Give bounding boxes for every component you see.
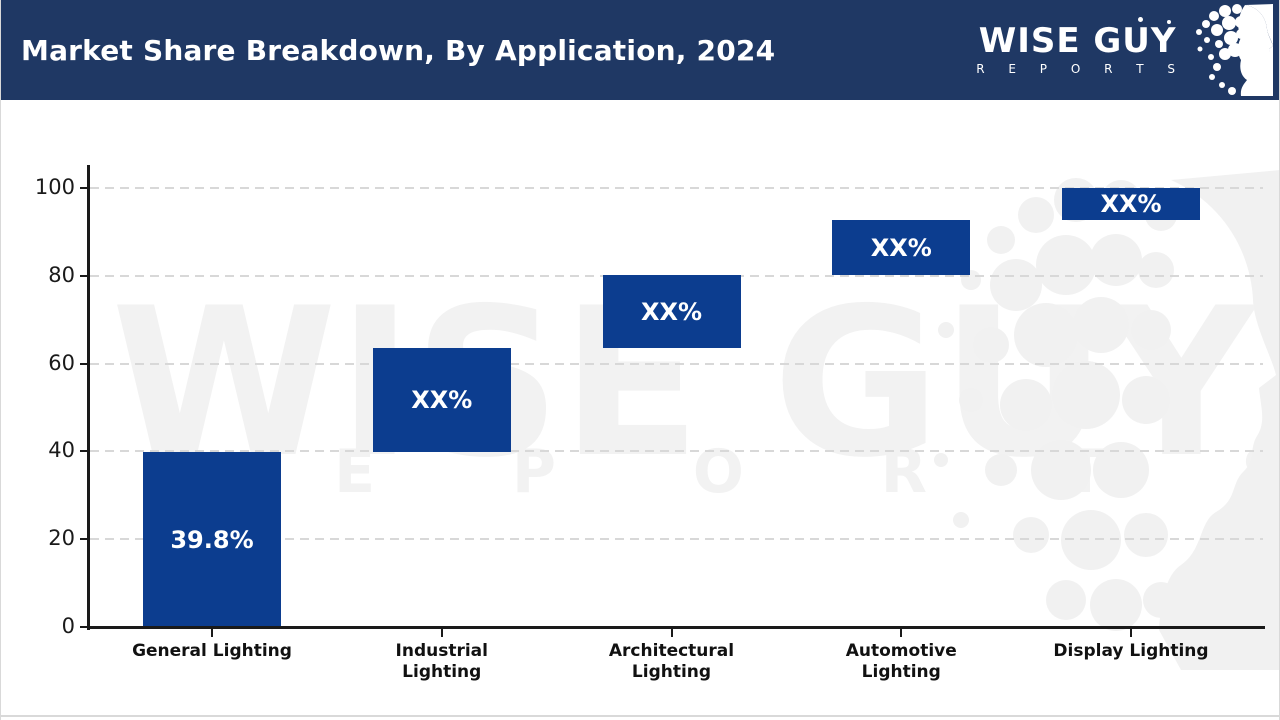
y-tick-80 bbox=[80, 274, 88, 277]
x-category-label-line: Display Lighting bbox=[1053, 641, 1209, 661]
gridline-60 bbox=[90, 362, 1263, 365]
bar-architectural-lighting: XX% bbox=[602, 275, 741, 349]
x-category-label-industrial-lighting: Industrial Lighting bbox=[327, 641, 557, 683]
y-tick-0 bbox=[80, 626, 88, 628]
page-title: Market Share Breakdown, By Application, … bbox=[21, 33, 776, 67]
y-tick-60 bbox=[80, 362, 88, 365]
gridline-100 bbox=[90, 187, 1263, 189]
wiseguy-logo-text: WISE GUY R E P O R T S bbox=[970, 17, 1185, 76]
x-tick-architectural-lighting bbox=[670, 629, 673, 637]
y-tick-label-40: 40 bbox=[48, 438, 75, 463]
x-category-label-line: Architectural bbox=[608, 641, 735, 661]
wiseguy-face-icon bbox=[1196, 4, 1273, 96]
bar-automotive-lighting: XX% bbox=[832, 220, 971, 276]
y-tick-100 bbox=[80, 187, 88, 189]
wiseguy-logo-subtitle: R E P O R T S bbox=[976, 62, 1185, 76]
x-category-label-general-lighting: General Lighting bbox=[97, 641, 327, 662]
logo-dot bbox=[1167, 20, 1171, 24]
x-category-label-line: Industrial bbox=[395, 641, 488, 661]
header-band: Market Share Breakdown, By Application, … bbox=[1, 0, 1279, 100]
x-category-label-line: Lighting bbox=[631, 662, 712, 682]
wiseguy-logo-wordmark: WISE GUY bbox=[978, 21, 1177, 61]
bar-value-label-automotive-lighting: XX% bbox=[870, 233, 932, 262]
x-axis-spine bbox=[87, 626, 1265, 629]
x-category-label-line: Lighting bbox=[402, 662, 482, 682]
waterfall-chart: 0 20 40 60 80 100 39.8% XX% XX% XX% XX% General L… bbox=[1, 100, 1279, 720]
y-tick-20 bbox=[80, 538, 88, 541]
bottom-divider bbox=[1, 715, 1279, 717]
watermark-face-icon bbox=[934, 170, 1279, 670]
watermark-subtitle: R E P O R T S bbox=[151, 437, 1280, 507]
x-category-label-line: Automotive bbox=[845, 641, 957, 661]
bar-general-lighting: 39.8% bbox=[143, 452, 281, 627]
bar-value-label-general-lighting: 39.8% bbox=[170, 525, 254, 554]
y-tick-40 bbox=[80, 450, 88, 453]
gridline-20 bbox=[90, 538, 1263, 541]
y-tick-label-20: 20 bbox=[48, 526, 75, 551]
y-tick-label-100: 100 bbox=[34, 175, 75, 199]
logo-dot bbox=[1138, 17, 1143, 22]
y-tick-label-80: 80 bbox=[48, 262, 75, 287]
gridline-40 bbox=[90, 450, 1263, 453]
wiseguy-logo: WISE GUY R E P O R T S bbox=[970, 0, 1273, 100]
x-category-label-automotive-lighting: Automotive Lighting bbox=[786, 641, 1016, 683]
x-tick-industrial-lighting bbox=[440, 629, 443, 637]
x-category-label-architectural-lighting: Architectural Lighting bbox=[557, 641, 787, 683]
bar-display-lighting: XX% bbox=[1062, 188, 1200, 221]
x-category-label-display-lighting: Display Lighting bbox=[1016, 641, 1246, 662]
x-tick-general-lighting bbox=[211, 629, 213, 637]
y-tick-label-60: 60 bbox=[48, 350, 75, 375]
bar-industrial-lighting: XX% bbox=[372, 348, 511, 453]
y-tick-label-0: 0 bbox=[61, 614, 75, 638]
y-axis-spine bbox=[87, 165, 90, 630]
x-category-label-line: Lighting bbox=[861, 662, 941, 682]
bar-value-label-industrial-lighting: XX% bbox=[411, 386, 473, 415]
x-tick-automotive-lighting bbox=[900, 629, 903, 637]
bar-value-label-architectural-lighting: XX% bbox=[640, 297, 703, 326]
x-tick-display-lighting bbox=[1130, 629, 1132, 637]
bar-value-label-display-lighting: XX% bbox=[1100, 190, 1162, 219]
x-category-label-line: General Lighting bbox=[132, 641, 292, 661]
